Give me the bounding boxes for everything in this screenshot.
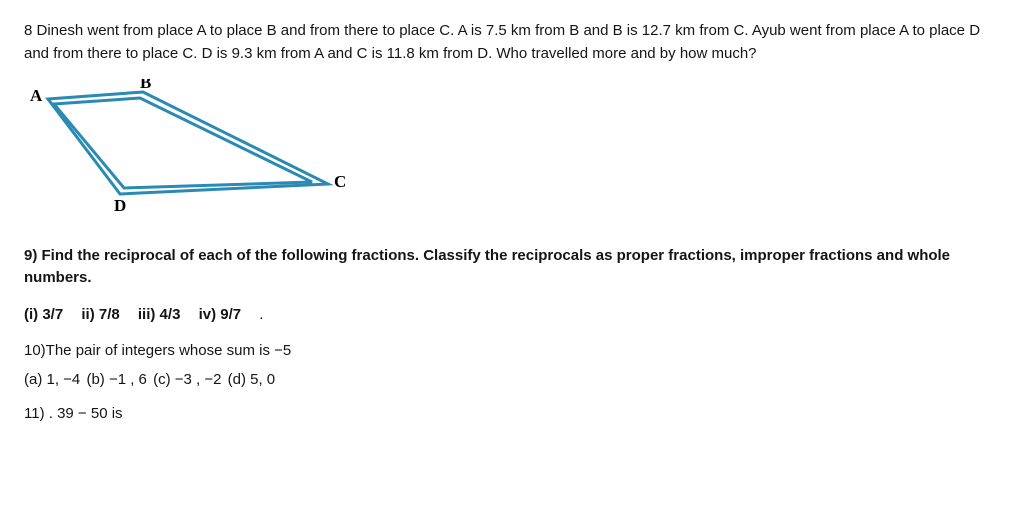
question-11: 11) . 39 − 50 is <box>24 403 1000 426</box>
label-a: A <box>30 86 43 105</box>
q10-opt-b: (b) −1 , 6 <box>86 371 146 388</box>
question-10-options: (a) 1, −4 (b) −1 , 6 (c) −3 , −2 (d) 5, … <box>24 369 1000 392</box>
diagram-q8: A B C D <box>28 79 1000 227</box>
question-10: 10)The pair of integers whose sum is −5 <box>24 340 1000 363</box>
label-d: D <box>114 196 126 215</box>
outer-quad <box>48 92 328 194</box>
q9-opt-dot: . <box>259 306 263 323</box>
q10-opt-a: (a) 1, −4 <box>24 371 80 388</box>
q9-opt-iv: iv) 9/7 <box>199 306 242 323</box>
label-c: C <box>334 172 346 191</box>
q9-opt-ii: ii) 7/8 <box>81 306 119 323</box>
q10-opt-d: (d) 5, 0 <box>228 371 276 388</box>
q10-opt-c: (c) −3 , −2 <box>153 371 221 388</box>
question-9: 9) Find the reciprocal of each of the fo… <box>24 245 1000 290</box>
q9-opt-iii: iii) 4/3 <box>138 306 181 323</box>
quadrilateral-diagram: A B C D <box>28 79 358 219</box>
q9-opt-i: (i) 3/7 <box>24 306 63 323</box>
label-b: B <box>140 79 151 92</box>
question-9-options: (i) 3/7 ii) 7/8 iii) 4/3 iv) 9/7 . <box>24 304 1000 327</box>
question-8: 8 Dinesh went from place A to place B an… <box>24 20 1000 65</box>
